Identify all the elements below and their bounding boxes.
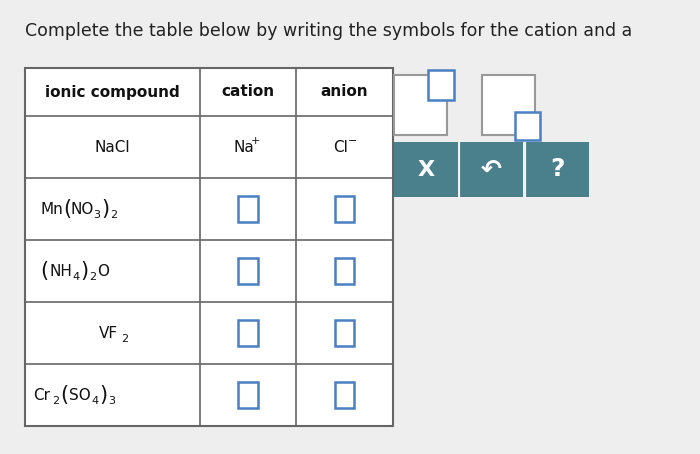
Text: anion: anion (321, 84, 368, 99)
Bar (239, 196, 258, 222)
Text: VF: VF (99, 326, 118, 340)
Text: ?: ? (550, 158, 565, 182)
Bar (515, 112, 540, 140)
Bar (239, 320, 258, 346)
Text: 2: 2 (111, 210, 118, 220)
Bar (428, 70, 454, 100)
Bar (25, 68, 393, 426)
Text: Cr: Cr (34, 388, 50, 403)
Text: NO: NO (71, 202, 94, 217)
Text: (: ( (63, 199, 71, 219)
Bar (394, 142, 458, 197)
Text: 3: 3 (93, 210, 100, 220)
Text: 4: 4 (91, 396, 98, 406)
Bar (394, 75, 447, 135)
Text: ): ) (99, 385, 107, 405)
Text: 2: 2 (52, 396, 60, 406)
Bar (335, 320, 354, 346)
Bar (335, 196, 354, 222)
Text: 2: 2 (90, 272, 97, 282)
Text: (: ( (41, 261, 48, 281)
Text: Na: Na (233, 139, 254, 154)
Text: cation: cation (221, 84, 274, 99)
Text: SO: SO (69, 388, 91, 403)
Text: O: O (97, 263, 109, 278)
Text: 2: 2 (121, 334, 128, 344)
Bar (335, 382, 354, 408)
Text: 3: 3 (108, 396, 115, 406)
Bar (526, 142, 589, 197)
Text: Mn: Mn (41, 202, 63, 217)
Bar (25, 68, 393, 426)
Text: ): ) (80, 261, 89, 281)
Text: ): ) (102, 199, 110, 219)
Text: NH: NH (49, 263, 72, 278)
Bar (460, 142, 524, 197)
Text: 4: 4 (73, 272, 80, 282)
Bar (239, 258, 258, 284)
Text: ↶: ↶ (481, 158, 502, 182)
Text: +: + (251, 136, 260, 146)
Text: (: ( (60, 385, 69, 405)
Text: Cl: Cl (333, 139, 349, 154)
Text: Complete the table below by writing the symbols for the cation and a: Complete the table below by writing the … (25, 22, 632, 40)
Text: NaCl: NaCl (94, 139, 130, 154)
Bar (482, 75, 535, 135)
Text: −: − (348, 136, 357, 146)
Bar (239, 382, 258, 408)
Text: X: X (417, 159, 435, 179)
Bar (335, 258, 354, 284)
Text: ionic compound: ionic compound (45, 84, 180, 99)
